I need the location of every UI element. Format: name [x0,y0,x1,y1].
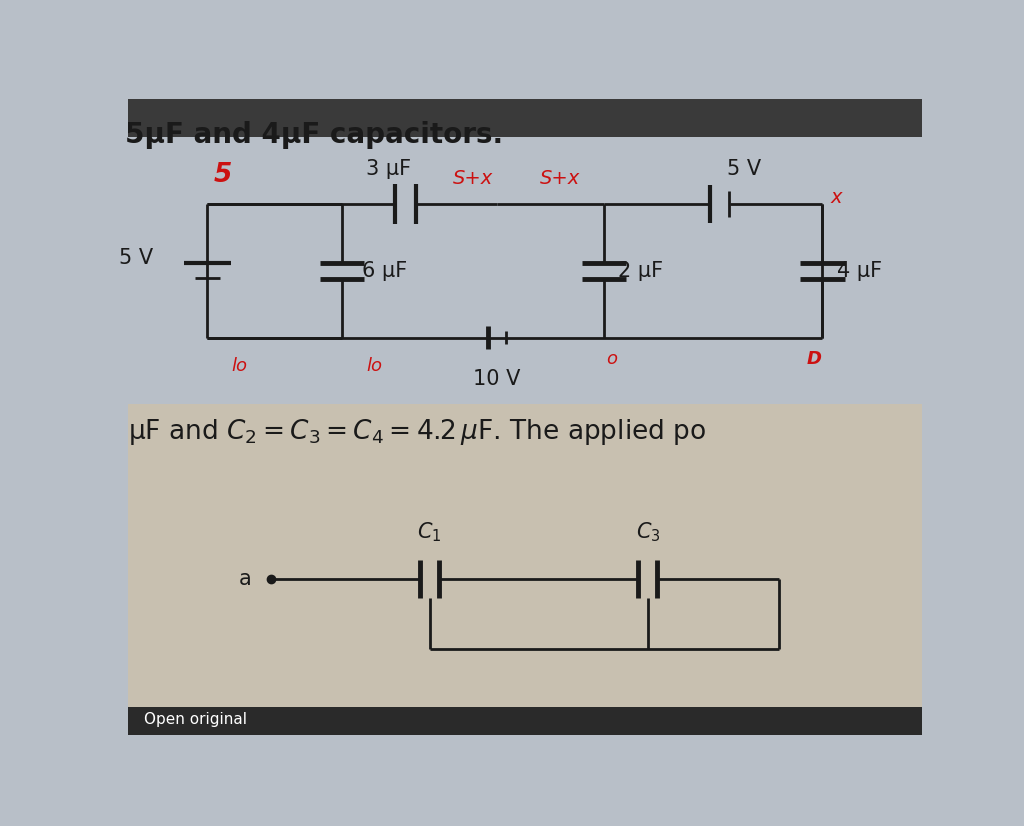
Text: 10 V: 10 V [473,369,521,389]
Bar [128,137,922,405]
Text: a: a [239,569,251,589]
Text: D: D [807,350,822,368]
Text: 3 μF: 3 μF [367,159,412,178]
Text: μF and $C_2 = C_3 = C_4 = 4.2\,\mu$F. The applied po: μF and $C_2 = C_3 = C_4 = 4.2\,\mu$F. Th… [128,417,707,447]
Text: 4 μF: 4 μF [837,261,882,281]
Text: o: o [606,350,617,368]
Bar [128,405,922,710]
Text: Open original: Open original [143,712,247,727]
Text: 5μF and 4μF capacitors.: 5μF and 4μF capacitors. [125,121,503,150]
Text: x: x [830,188,842,207]
Text: S+x: S+x [453,169,494,188]
Text: 5: 5 [214,162,232,188]
Text: 6 μF: 6 μF [362,261,408,281]
Text: lo: lo [366,357,382,375]
Text: lo: lo [231,357,247,375]
Text: 2 μF: 2 μF [618,261,664,281]
Text: $C_1$: $C_1$ [418,520,441,544]
Text: $C_3$: $C_3$ [636,520,660,544]
Text: S+x: S+x [541,169,581,188]
Text: 5 V: 5 V [727,159,761,178]
Bar [128,99,922,137]
Bar [128,706,922,735]
Text: 5 V: 5 V [119,248,153,268]
